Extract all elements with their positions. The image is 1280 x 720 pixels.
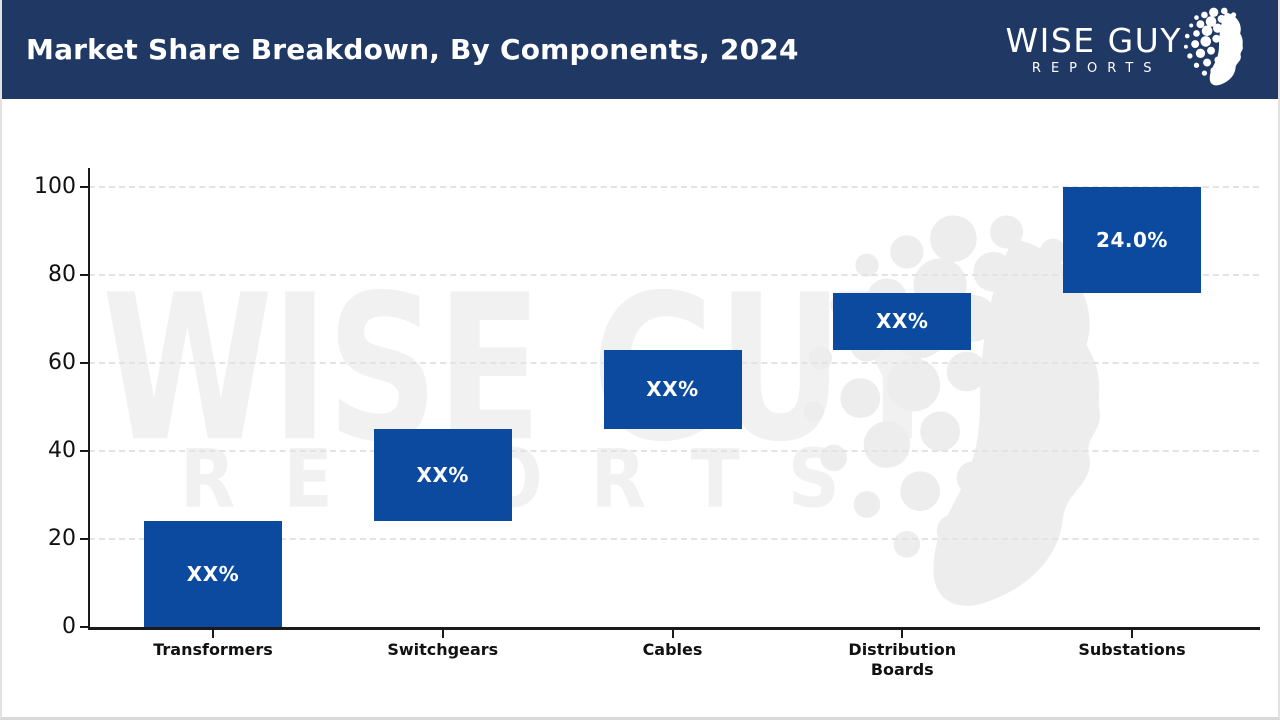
grid-line-40 <box>89 450 1259 452</box>
logo-wordmark-line1: WISE GUY <box>1005 21 1182 60</box>
header: Market Share Breakdown, By Components, 2… <box>2 0 1278 99</box>
x-tick-transformers <box>212 630 214 638</box>
y-tick-0 <box>80 626 89 628</box>
bar-distribution-boards: XX% <box>833 292 972 350</box>
wise-guy-logo: WISE GUY REPORTS <box>1005 7 1256 93</box>
x-tick-substations <box>1131 630 1133 638</box>
bar-value-label: XX% <box>416 463 469 488</box>
x-tick-distribution-boards <box>901 630 904 638</box>
grid-line-100 <box>89 186 1259 188</box>
y-tick-label-100: 100 <box>34 174 76 199</box>
y-tick-60 <box>80 362 89 364</box>
logo-wordmark-line2: REPORTS <box>1031 61 1162 76</box>
bar-value-label: 24.0% <box>1096 227 1168 252</box>
x-tick-label-cables: Cables <box>642 640 703 659</box>
watermark-line1: WISE GUY <box>102 251 953 487</box>
y-tick-label-40: 40 <box>48 438 76 463</box>
y-axis-line <box>88 168 90 630</box>
bar-cables: XX% <box>603 349 742 429</box>
y-tick-80 <box>80 274 89 276</box>
x-tick-label-substations: Substations <box>1078 640 1186 659</box>
bar-substations: 24.0% <box>1063 187 1201 293</box>
bar-value-label: XX% <box>646 377 699 402</box>
logo-wordmark: WISE GUY REPORTS <box>1005 24 1182 75</box>
x-tick-label-transformers: Transformers <box>153 640 273 659</box>
y-tick-label-60: 60 <box>48 350 76 375</box>
bar-transformers: XX% <box>144 521 282 627</box>
x-axis-line <box>88 627 1260 630</box>
wise-guy-head-icon <box>1183 7 1243 85</box>
y-tick-label-20: 20 <box>48 526 76 551</box>
grid-line-20 <box>89 538 1259 540</box>
x-tick-cables <box>671 630 674 638</box>
y-tick-label-80: 80 <box>48 262 76 287</box>
bar-value-label: XX% <box>876 309 929 334</box>
chart-title: Market Share Breakdown, By Components, 2… <box>26 33 799 66</box>
grid-line-80 <box>89 274 1259 276</box>
bar-value-label: XX% <box>186 562 240 587</box>
bar-switchgears: XX% <box>373 429 512 522</box>
y-tick-40 <box>80 450 89 452</box>
y-tick-100 <box>80 186 89 188</box>
y-tick-label-0: 0 <box>62 614 76 639</box>
y-tick-20 <box>80 538 89 540</box>
x-tick-switchgears <box>441 630 444 638</box>
x-tick-label-distribution-boards: Distribution Boards <box>848 640 957 679</box>
x-tick-label-switchgears: Switchgears <box>387 640 499 659</box>
